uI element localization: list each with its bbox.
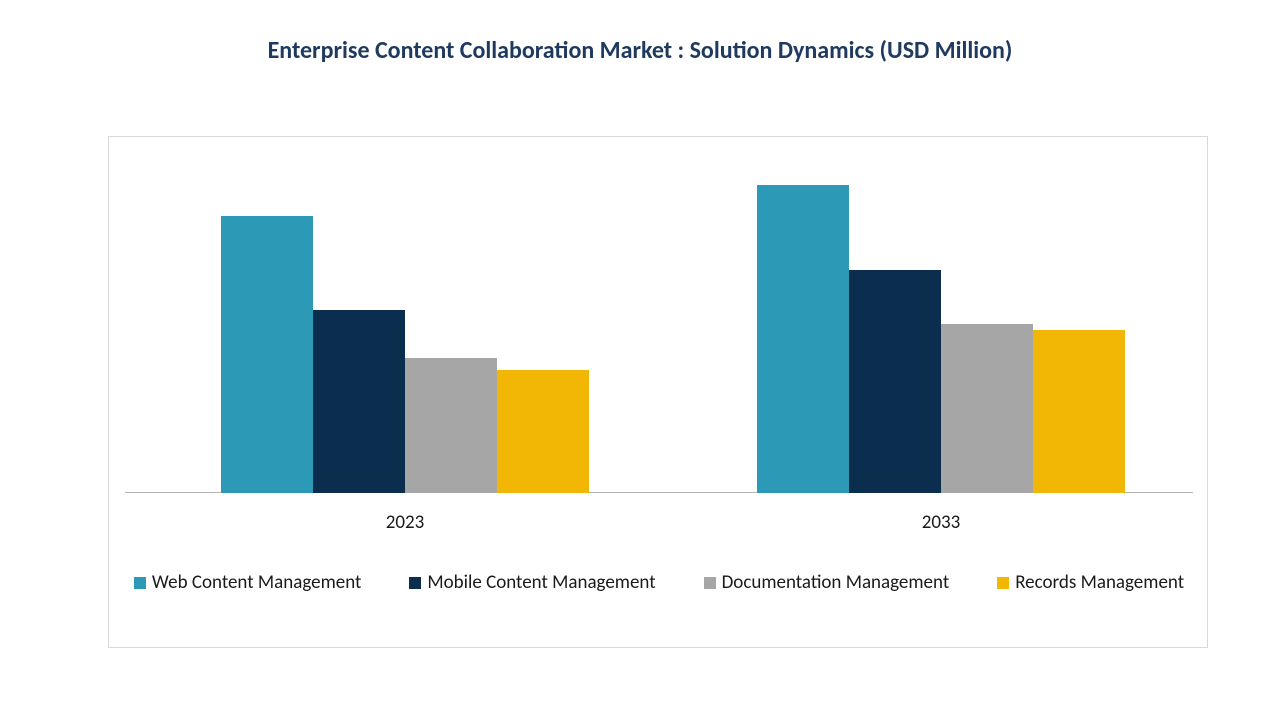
legend-item-web: Web Content Management — [134, 571, 361, 594]
page: Enterprise Content Collaboration Market … — [0, 0, 1280, 720]
bar-2033-mobile — [849, 270, 941, 493]
legend: Web Content Management Mobile Content Ma… — [125, 571, 1193, 594]
bar-2023-doc — [405, 358, 497, 493]
bar-cluster-0 — [221, 216, 589, 493]
legend-swatch-records — [997, 577, 1009, 589]
x-axis-labels: 2023 2033 — [125, 511, 1193, 535]
legend-swatch-mobile — [409, 577, 421, 589]
legend-swatch-web — [134, 577, 146, 589]
legend-label-records: Records Management — [1015, 571, 1184, 594]
bar-2023-records — [497, 370, 589, 493]
chart-title: Enterprise Content Collaboration Market … — [0, 36, 1280, 65]
legend-label-web: Web Content Management — [152, 571, 361, 594]
legend-label-doc: Documentation Management — [722, 571, 950, 594]
bar-2033-records — [1033, 330, 1125, 493]
legend-item-records: Records Management — [997, 571, 1184, 594]
legend-swatch-doc — [704, 577, 716, 589]
legend-label-mobile: Mobile Content Management — [427, 571, 655, 594]
chart-box: 2023 2033 Web Content Management Mobile … — [108, 136, 1208, 648]
legend-item-mobile: Mobile Content Management — [409, 571, 655, 594]
bar-2023-web — [221, 216, 313, 493]
plot-area: 2023 2033 Web Content Management Mobile … — [125, 147, 1193, 493]
bar-cluster-1 — [757, 185, 1125, 493]
bar-2023-mobile — [313, 310, 405, 493]
x-axis-label-1: 2033 — [922, 511, 961, 534]
bar-2033-web — [757, 185, 849, 493]
bar-2033-doc — [941, 324, 1033, 493]
x-axis-label-0: 2023 — [386, 511, 425, 534]
legend-item-doc: Documentation Management — [704, 571, 950, 594]
